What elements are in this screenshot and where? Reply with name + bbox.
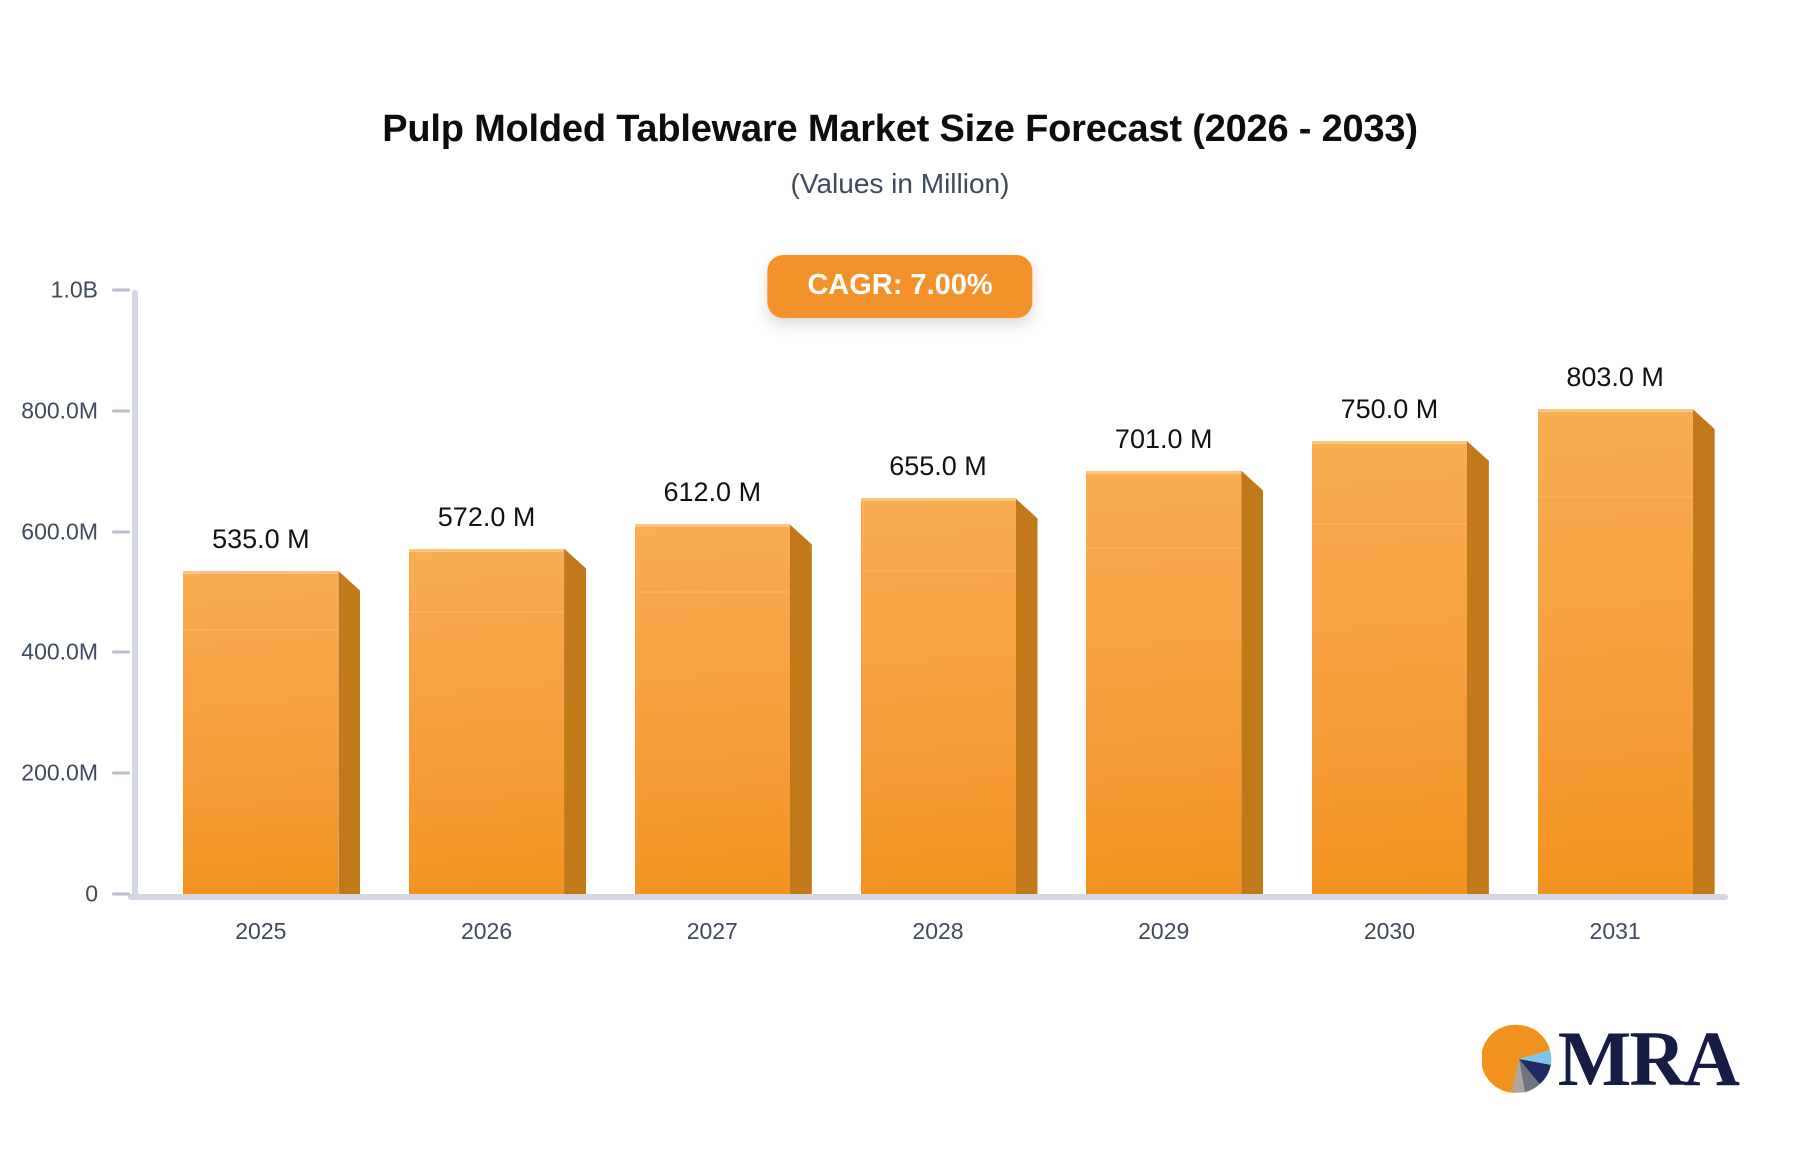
bar[interactable]: 612.0 M (634, 477, 812, 894)
y-axis-tick-label: 1.0B (50, 276, 98, 303)
pie-chart-icon (1480, 1022, 1556, 1096)
bar[interactable]: 750.0 M (1311, 394, 1489, 894)
bar-top-bevel (183, 570, 339, 574)
y-axis-line (132, 290, 138, 898)
y-axis-tick-label: 800.0M (21, 397, 98, 424)
y-axis-tick: 200.0M (21, 760, 130, 787)
bar-value-label: 612.0 M (663, 477, 762, 508)
x-axis-label: 2028 (912, 918, 964, 944)
y-axis-tick: 0 (85, 881, 130, 908)
bar-3d-body (1311, 441, 1489, 894)
x-axis-label: 2029 (1138, 918, 1190, 944)
chart-subtitle: (Values in Million) (790, 168, 1010, 199)
y-axis-tick-dash (112, 892, 130, 896)
mra-logo: MRA (1480, 1015, 1740, 1102)
bar-3d-body (860, 498, 1038, 894)
bar-side-face (1466, 441, 1489, 894)
x-axis-line (128, 894, 1728, 900)
bar-value-label: 655.0 M (889, 451, 987, 482)
bar[interactable]: 701.0 M (1086, 424, 1264, 894)
bar-front-face (1311, 441, 1467, 894)
bar[interactable]: 655.0 M (860, 451, 1038, 894)
y-axis-tick-dash (112, 650, 130, 654)
cagr-badge: CAGR: 7.00% (767, 255, 1033, 318)
bar-side-face (338, 570, 361, 894)
plot-area: 1.0B 800.0M 600.0M 400.0M 200.0M 0 535.0 M 572… (21, 277, 1728, 944)
bar[interactable]: 572.0 M (409, 502, 587, 894)
chart-title: Pulp Molded Tableware Market Size Foreca… (382, 108, 1418, 150)
bar-side-face (789, 524, 812, 894)
bar-side-face (1692, 409, 1715, 894)
bar-front-face (183, 570, 339, 894)
bar-side-face (1015, 498, 1038, 894)
bar[interactable]: 803.0 M (1537, 362, 1715, 894)
bar-3d-body (1086, 470, 1264, 894)
y-axis-tick-dash (112, 409, 130, 413)
y-axis-tick: 400.0M (21, 639, 130, 666)
bar-side-face (564, 548, 587, 894)
bar-top-bevel (1086, 470, 1242, 474)
x-axis-label: 2030 (1363, 918, 1415, 944)
y-axis-tick: 600.0M (21, 518, 130, 545)
bar-series: 535.0 M 572.0 M 612.0 M 655.0 M 701.0 M 750.0… (148, 290, 1728, 894)
bar-top-bevel (1537, 409, 1693, 412)
logo-text: MRA (1557, 1015, 1740, 1102)
y-axis-tick-label: 600.0M (21, 518, 98, 545)
bar-value-label: 535.0 M (212, 523, 310, 554)
x-axis-label: 2026 (460, 918, 513, 944)
y-axis-tick-label: 200.0M (21, 759, 98, 786)
bar-top-bevel (1311, 441, 1467, 444)
bar-front-face (1086, 470, 1242, 894)
y-axis-tick-dash (112, 530, 130, 534)
y-axis-tick-label: 400.0M (21, 638, 98, 665)
y-axis-tick-dash (112, 771, 130, 775)
y-axis-tick-dash (112, 288, 130, 292)
bar-front-face (634, 524, 790, 894)
y-axis-tick: 1.0B (51, 277, 130, 304)
bar-value-label: 701.0 M (1114, 423, 1213, 454)
bar-3d-body (1537, 409, 1715, 894)
bar-front-face (409, 548, 565, 894)
bar-value-label: 572.0 M (437, 501, 536, 532)
bar[interactable]: 535.0 M (183, 524, 361, 894)
bar-top-bevel (409, 548, 565, 552)
bar-value-label: 750.0 M (1340, 394, 1439, 424)
bar-top-bevel (860, 498, 1016, 502)
y-axis-tick-label: 0 (85, 880, 98, 907)
bar-3d-body (183, 570, 361, 894)
bar-3d-body (634, 524, 812, 894)
x-axis-label: 2031 (1589, 918, 1641, 944)
y-axis-tick: 800.0M (21, 397, 130, 424)
bar-3d-body (409, 548, 587, 894)
bar-front-face (1537, 409, 1693, 894)
bar-front-face (860, 498, 1016, 894)
bar-value-label: 803.0 M (1566, 362, 1664, 392)
bar-side-face (1241, 470, 1264, 894)
bar-top-bevel (634, 524, 790, 528)
x-axis-label: 2025 (235, 918, 287, 944)
x-axis-label: 2027 (686, 918, 738, 944)
